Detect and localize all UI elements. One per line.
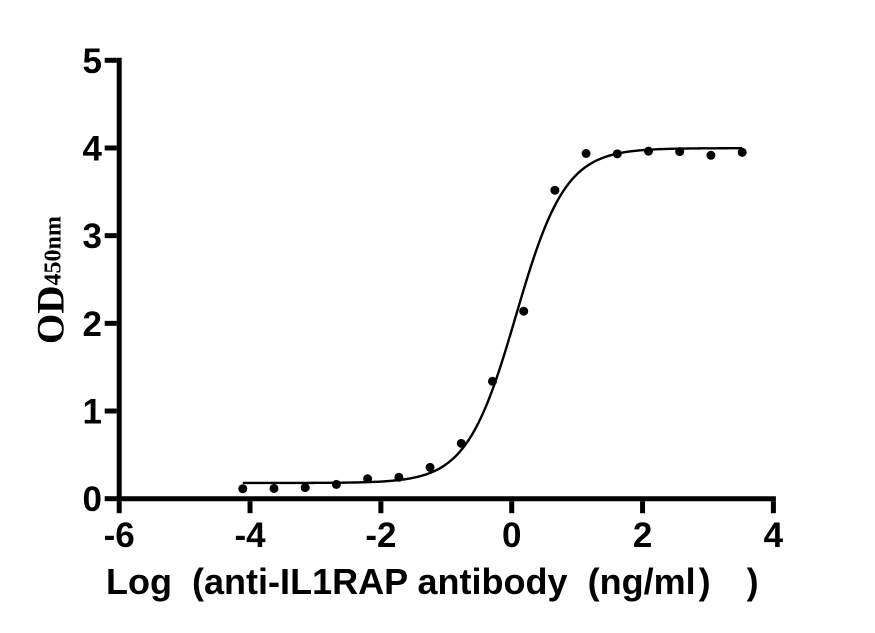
fullwidth-paren: ( — [192, 561, 204, 602]
x-axis-title-char: L — [106, 561, 128, 602]
x-axis-title-char: A — [358, 561, 384, 602]
data-point — [269, 483, 279, 493]
fullwidth-paren: ) — [747, 561, 759, 602]
y-tick-label: 3 — [83, 217, 102, 256]
x-axis-title-char — [734, 561, 744, 602]
y-axis-title: OD450nm — [30, 216, 73, 344]
x-axis-title-char: / — [644, 561, 654, 602]
tick-label-layer: 0 1 2 3 4 5 -6 -4 -2 0 2 4 — [83, 42, 784, 555]
data-point — [644, 146, 654, 156]
data-point — [519, 306, 529, 316]
data-point — [363, 474, 373, 484]
x-axis-title-char: n — [224, 561, 246, 602]
y-tick-label: 4 — [83, 129, 103, 168]
x-axis-title-char: - — [268, 561, 280, 602]
fullwidth-paren: ( — [588, 561, 600, 602]
x-axis-title-char: y — [548, 561, 568, 602]
x-axis-title-char: n — [600, 561, 622, 602]
x-axis-title-char: g — [622, 561, 644, 602]
x-axis-title-char: i — [472, 561, 482, 602]
x-axis-title-char: I — [280, 561, 290, 602]
data-point — [456, 438, 466, 448]
x-axis-title-char: a — [204, 561, 225, 602]
x-tick-label: 0 — [502, 516, 521, 555]
y-axis-title-subscript: 450nm — [41, 216, 67, 285]
data-point — [394, 472, 404, 482]
x-axis-title-char: t — [246, 561, 258, 602]
data-point — [581, 149, 591, 159]
data-point — [238, 484, 248, 494]
fullwidth-paren: ) — [699, 561, 711, 602]
x-axis-title-char: t — [460, 561, 472, 602]
x-axis-title-char: R — [332, 561, 358, 602]
x-axis-title-char: b — [482, 561, 504, 602]
data-point — [737, 147, 747, 157]
x-axis-title-char: i — [258, 561, 268, 602]
x-axis-title-char: P — [384, 561, 407, 602]
data-point — [331, 479, 341, 489]
x-axis-title-char: 1 — [312, 561, 332, 602]
y-tick-label: 1 — [83, 393, 102, 432]
fit-curve — [242, 147, 743, 485]
x-axis-title-char: a — [417, 561, 438, 602]
data-point — [425, 462, 435, 472]
data-point — [706, 150, 716, 160]
x-tick-label: -4 — [234, 516, 266, 555]
data-point — [612, 149, 622, 159]
fit-curve-layer — [242, 147, 743, 485]
x-axis-title: Log (anti-IL1RAP antibody (ng/ml) ) — [106, 561, 759, 602]
y-tick-label: 5 — [83, 42, 102, 81]
x-axis-title-char: o — [128, 561, 150, 602]
x-axis-title-char: m — [654, 561, 686, 602]
data-point — [487, 376, 497, 386]
x-axis-title-char: g — [150, 561, 172, 602]
y-tick-label: 0 — [83, 480, 102, 519]
x-axis-title-char: n — [438, 561, 460, 602]
x-axis-title-char: l — [686, 561, 696, 602]
x-axis-title-char — [407, 561, 417, 602]
data-point — [300, 483, 310, 493]
y-tick-label: 2 — [83, 305, 102, 344]
x-tick-label: -6 — [104, 516, 135, 555]
data-point — [550, 185, 560, 195]
x-axis-title-char: L — [290, 561, 312, 602]
x-tick-label: 2 — [633, 516, 652, 555]
x-tick-label: 4 — [764, 516, 784, 555]
data-point — [675, 147, 685, 157]
x-tick-label: -2 — [365, 516, 396, 555]
axes-layer — [104, 57, 776, 514]
y-axis-title-main: OD — [30, 286, 73, 345]
x-axis-title-char: o — [504, 561, 526, 602]
x-axis-title-char: d — [526, 561, 548, 602]
data-points-layer — [238, 146, 747, 494]
